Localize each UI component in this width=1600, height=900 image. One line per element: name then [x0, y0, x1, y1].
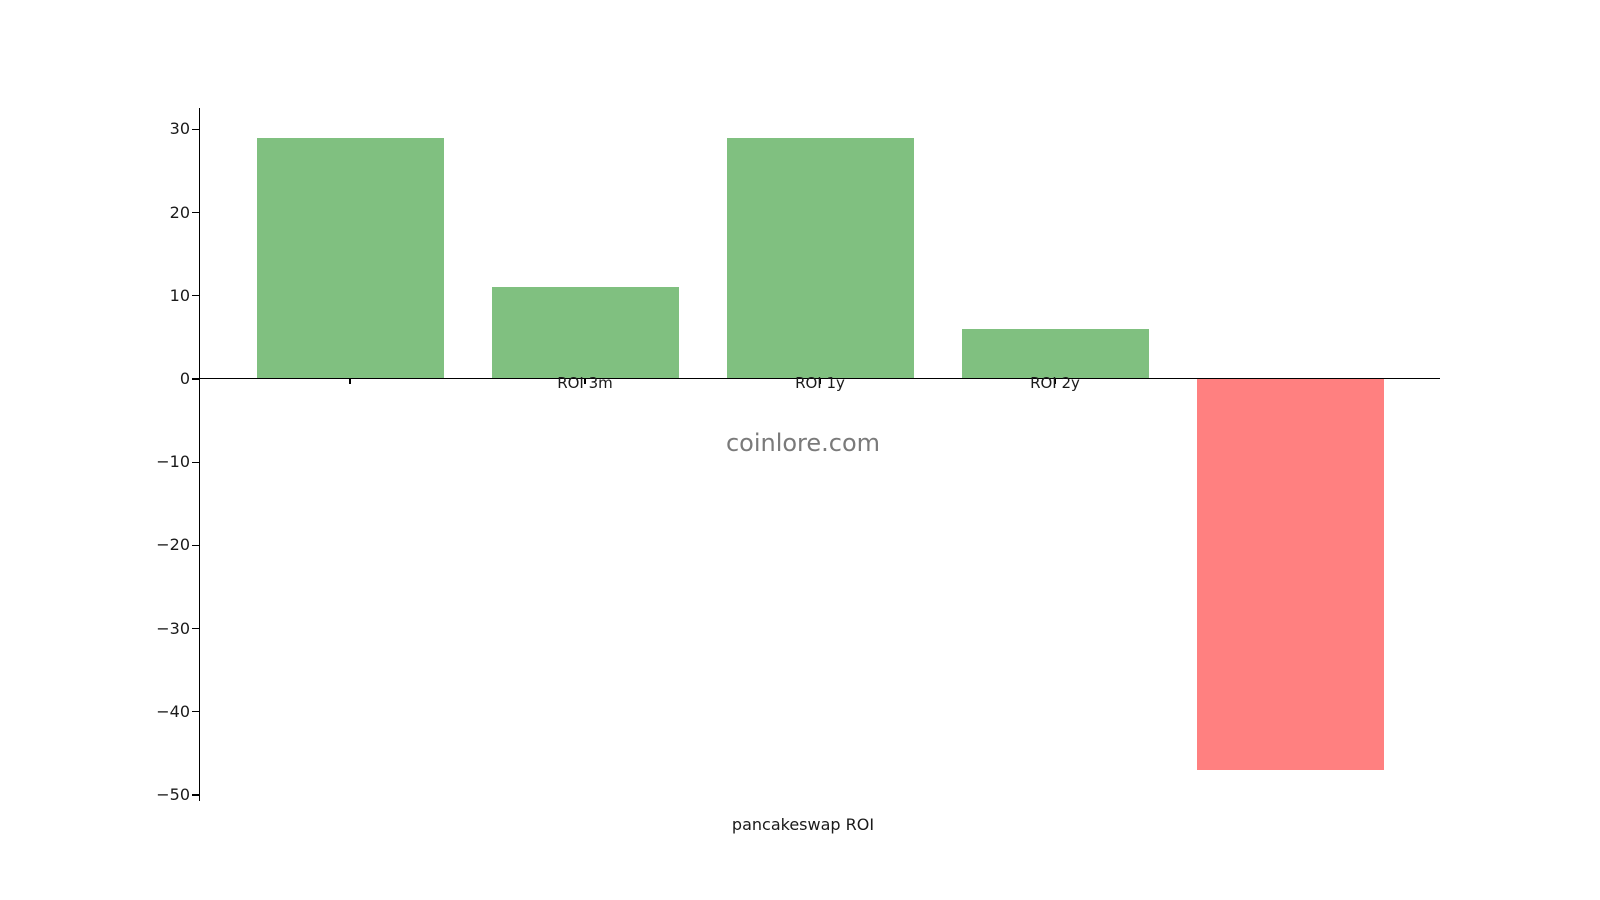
negative-bar — [1196, 379, 1384, 771]
y-tick-label: −50 — [156, 785, 190, 804]
y-tick-mark — [191, 378, 199, 380]
x-tick-mark — [349, 378, 351, 384]
y-tick-mark — [191, 461, 199, 463]
positive-bar — [726, 137, 914, 379]
y-tick-mark — [191, 211, 199, 214]
x-axis-line — [199, 378, 1440, 380]
y-tick-mark — [191, 794, 199, 796]
x-tick-label: ROI 3m — [557, 373, 613, 392]
y-tick-mark — [191, 711, 199, 713]
y-tick-label: 20 — [169, 202, 190, 222]
y-tick-mark — [191, 295, 199, 297]
watermark: coinlore.com — [725, 429, 881, 457]
y-tick-label: −40 — [156, 701, 190, 721]
x-tick-mark — [819, 378, 821, 384]
positive-bar — [491, 287, 679, 379]
y-tick-mark — [191, 627, 199, 630]
y-tick-label: 10 — [169, 285, 190, 305]
x-axis-title: pancakeswap ROI — [731, 815, 875, 834]
y-tick-mark — [191, 128, 199, 131]
x-tick-label: ROI 1y — [795, 373, 845, 392]
y-tick-label: −10 — [156, 452, 190, 472]
x-tick-mark — [584, 378, 586, 384]
positive-bar — [256, 137, 444, 379]
y-tick-label: 0 — [179, 369, 190, 388]
y-tick-label: −30 — [156, 618, 190, 638]
x-tick-label: ROI 2y — [1030, 373, 1080, 392]
x-tick-mark — [1054, 378, 1056, 384]
y-axis-line — [198, 108, 200, 801]
y-tick-label: −20 — [156, 535, 190, 555]
y-tick-label: 30 — [169, 119, 190, 139]
positive-bar — [961, 329, 1149, 379]
y-tick-mark — [191, 544, 199, 547]
